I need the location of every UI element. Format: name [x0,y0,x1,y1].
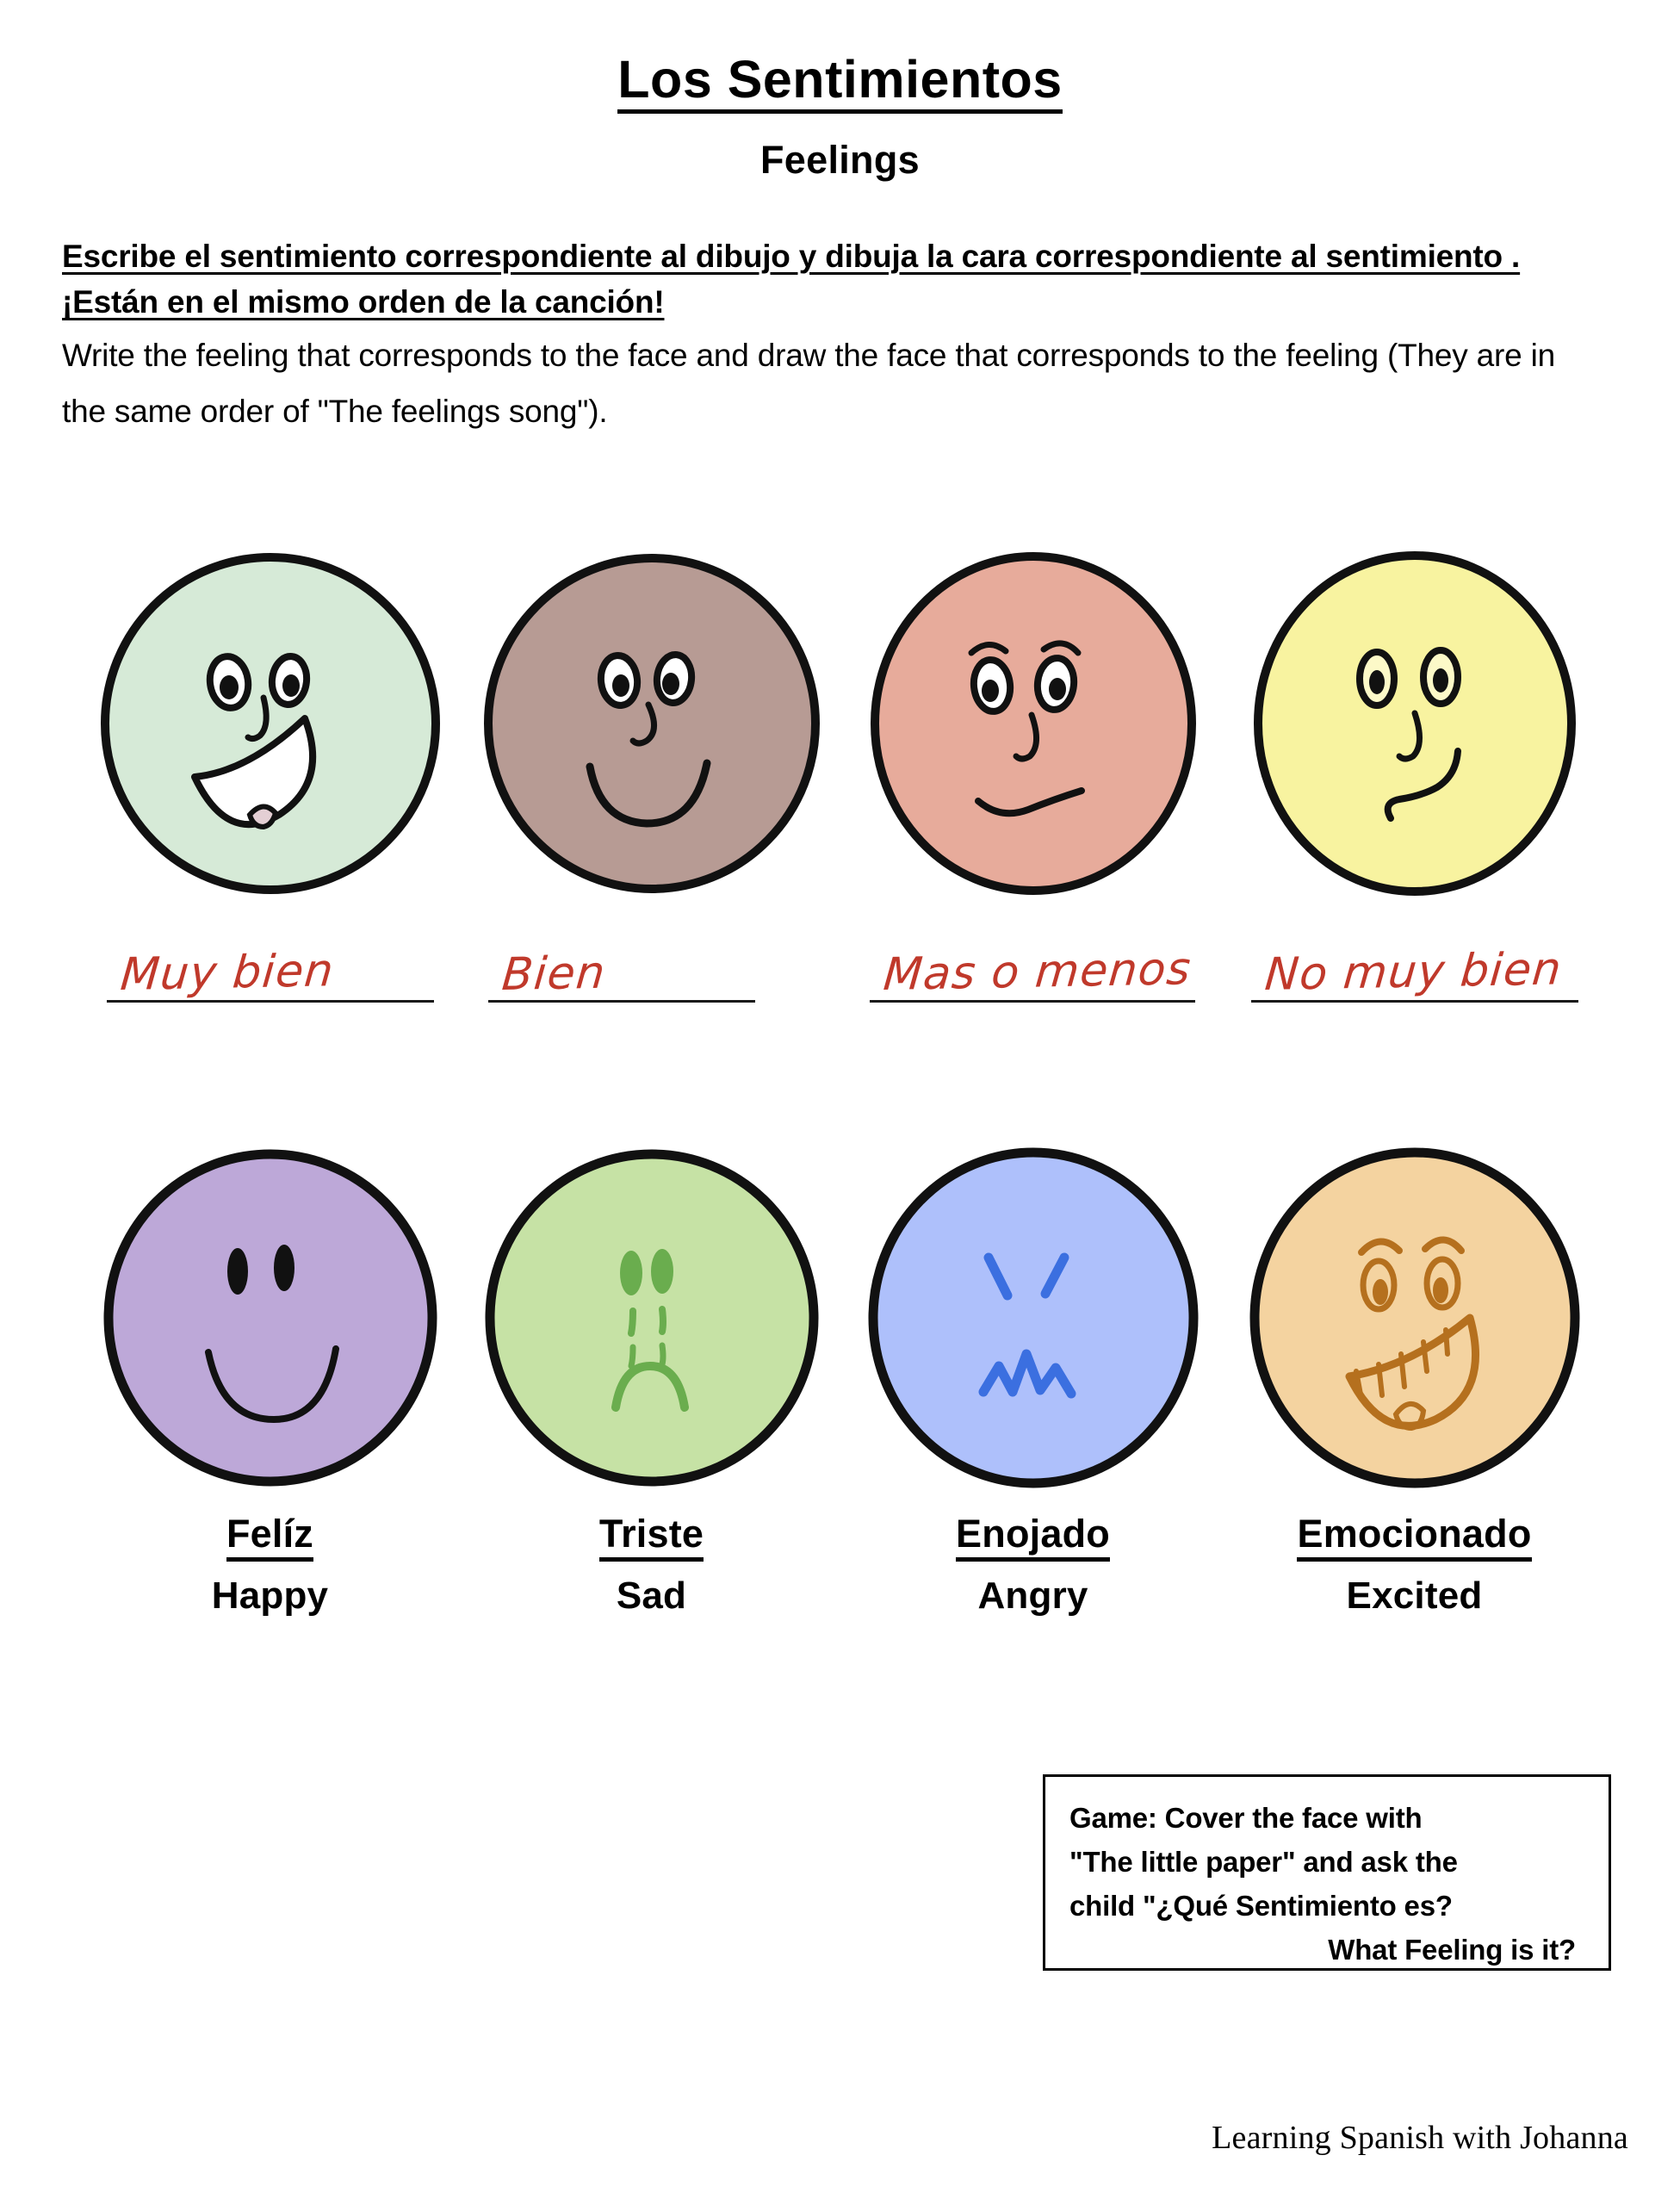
game-line-3: child "¿Qué Sentimiento es? [1069,1890,1453,1922]
face-good-drawing [483,554,820,893]
answer-line [106,1000,434,1003]
answer-line [487,1000,755,1003]
label-spanish: Enojado [956,1512,1110,1562]
answer-line [869,1000,1195,1003]
face-cell-good: Bien [461,551,842,1015]
game-instruction-box: Game: Cover the face with "The little pa… [1043,1774,1611,1971]
face-labels-sad: Triste Sad [598,1512,704,1618]
face-not-very-good-drawing [1253,551,1576,896]
instruction-spanish: Escribe el sentimiento correspondiente a… [62,239,1521,320]
face-cell-angry: Enojado Angry [842,1146,1224,1618]
faces-row-write-feeling: Muy bien Bien [0,551,1680,1015]
instruction-english: Write the feeling that corresponds to th… [62,338,1555,429]
face-very-good [98,551,443,896]
face-cell-excited: Emocionado Excited [1224,1146,1605,1618]
answer-slot-very-good[interactable]: Muy bien [106,911,434,1015]
face-excited [1243,1146,1587,1490]
face-sad-drawing [485,1149,818,1487]
label-english: Angry [977,1575,1088,1618]
face-happy [98,1146,443,1490]
face-angry-drawing [868,1147,1198,1488]
face-excited-drawing [1249,1147,1579,1488]
answer-line [1250,1000,1578,1003]
face-labels-happy: Felíz Happy [212,1512,328,1618]
handwritten-answer: No muy bien [1262,943,1564,1001]
game-keyword: Game: [1069,1802,1157,1834]
answer-slot-good[interactable]: Bien [487,911,815,1015]
face-so-so [861,551,1206,896]
face-cell-sad: Triste Sad [461,1146,842,1618]
answer-slot-so-so[interactable]: Mas o menos [869,911,1197,1015]
game-line-1-rest: Cover the face with [1156,1802,1423,1834]
answer-slot-not-very-good[interactable]: No muy bien [1250,911,1578,1015]
footer-credit: Learning Spanish with Johanna [1212,2120,1628,2156]
label-spanish: Emocionado [1297,1512,1532,1562]
label-english: Happy [211,1575,329,1618]
face-labels-excited: Emocionado Excited [1297,1512,1532,1618]
page-subtitle: Feelings [760,138,920,182]
face-good [480,551,824,896]
game-line-4: What Feeling is it? [1328,1934,1576,1966]
game-line-1: Game: Cover the face with [1069,1796,1584,1840]
label-english: Excited [1346,1575,1483,1618]
face-sad [480,1146,824,1490]
handwritten-answer: Muy bien [118,945,336,1001]
face-not-very-good [1243,551,1587,896]
faces-row-draw-face: Felíz Happy Triste Sad [0,1146,1680,1618]
face-labels-angry: Enojado Angry [956,1512,1110,1618]
face-angry [861,1146,1206,1490]
face-very-good-drawing [100,553,440,894]
handwritten-answer: Mas o menos [881,943,1193,1001]
instructions-block: Escribe el sentimiento correspondiente a… [62,234,1612,440]
face-happy-drawing [103,1149,437,1487]
face-cell-very-good: Muy bien [79,551,461,1015]
face-cell-not-very-good: No muy bien [1224,551,1605,1015]
game-line-2: "The little paper" and ask the [1069,1846,1458,1879]
face-cell-so-so: Mas o menos [842,551,1224,1015]
face-so-so-drawing [870,552,1196,895]
page-title: Los Sentimientos [617,52,1063,115]
label-spanish: Felíz [226,1512,313,1562]
face-cell-happy: Felíz Happy [79,1146,461,1618]
label-english: Sad [616,1575,687,1618]
page-title-wrap: Los Sentimientos [0,52,1680,115]
label-spanish: Triste [598,1512,704,1562]
handwritten-answer: Bien [499,947,608,1001]
